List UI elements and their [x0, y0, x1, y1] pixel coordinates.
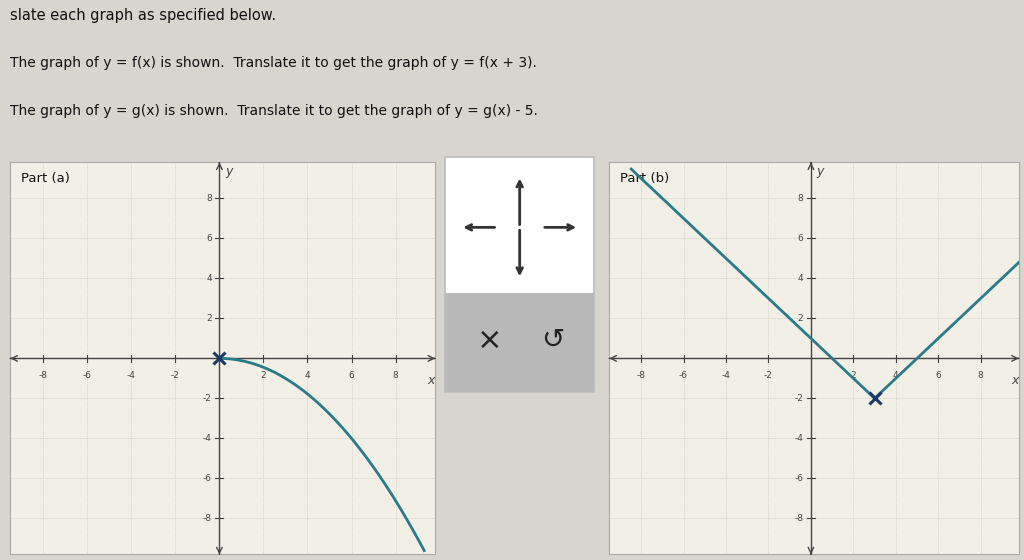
Text: -8: -8 — [795, 514, 804, 523]
Text: -2: -2 — [203, 394, 212, 403]
Text: y: y — [225, 165, 232, 179]
Text: x: x — [427, 375, 434, 388]
Text: 2: 2 — [206, 314, 212, 323]
Text: x: x — [1011, 375, 1018, 388]
Text: -2: -2 — [795, 394, 804, 403]
Text: -8: -8 — [637, 371, 645, 380]
Text: -8: -8 — [39, 371, 48, 380]
Text: 4: 4 — [206, 274, 212, 283]
Text: The graph of y = f(x) is shown.  Translate it to get the graph of y = f(x + 3).: The graph of y = f(x) is shown. Translat… — [10, 56, 538, 70]
Text: 6: 6 — [348, 371, 354, 380]
Text: 8: 8 — [978, 371, 984, 380]
Text: -4: -4 — [722, 371, 730, 380]
Text: -4: -4 — [127, 371, 136, 380]
Text: 2: 2 — [851, 371, 856, 380]
Text: 4: 4 — [893, 371, 899, 380]
Text: -8: -8 — [203, 514, 212, 523]
Text: 8: 8 — [392, 371, 398, 380]
Text: 2: 2 — [798, 314, 804, 323]
Text: Part (a): Part (a) — [22, 172, 70, 185]
Text: 4: 4 — [305, 371, 310, 380]
Text: ↺: ↺ — [541, 326, 564, 354]
Text: -4: -4 — [203, 434, 212, 443]
Text: 4: 4 — [798, 274, 804, 283]
Text: ×: × — [477, 326, 503, 354]
Text: 6: 6 — [935, 371, 941, 380]
Text: 6: 6 — [798, 234, 804, 243]
Bar — [445, 293, 594, 392]
Text: slate each graph as specified below.: slate each graph as specified below. — [10, 8, 276, 24]
Text: -6: -6 — [795, 474, 804, 483]
Text: -2: -2 — [764, 371, 773, 380]
Text: 8: 8 — [206, 194, 212, 203]
Text: -6: -6 — [83, 371, 92, 380]
Text: 2: 2 — [261, 371, 266, 380]
Text: -6: -6 — [203, 474, 212, 483]
Text: -4: -4 — [795, 434, 804, 443]
Text: The graph of y = g(x) is shown.  Translate it to get the graph of y = g(x) - 5.: The graph of y = g(x) is shown. Translat… — [10, 104, 539, 118]
Text: -6: -6 — [679, 371, 688, 380]
Text: 8: 8 — [798, 194, 804, 203]
Text: Part (b): Part (b) — [620, 172, 669, 185]
Text: y: y — [816, 165, 823, 179]
Text: 6: 6 — [206, 234, 212, 243]
Text: -2: -2 — [171, 371, 180, 380]
